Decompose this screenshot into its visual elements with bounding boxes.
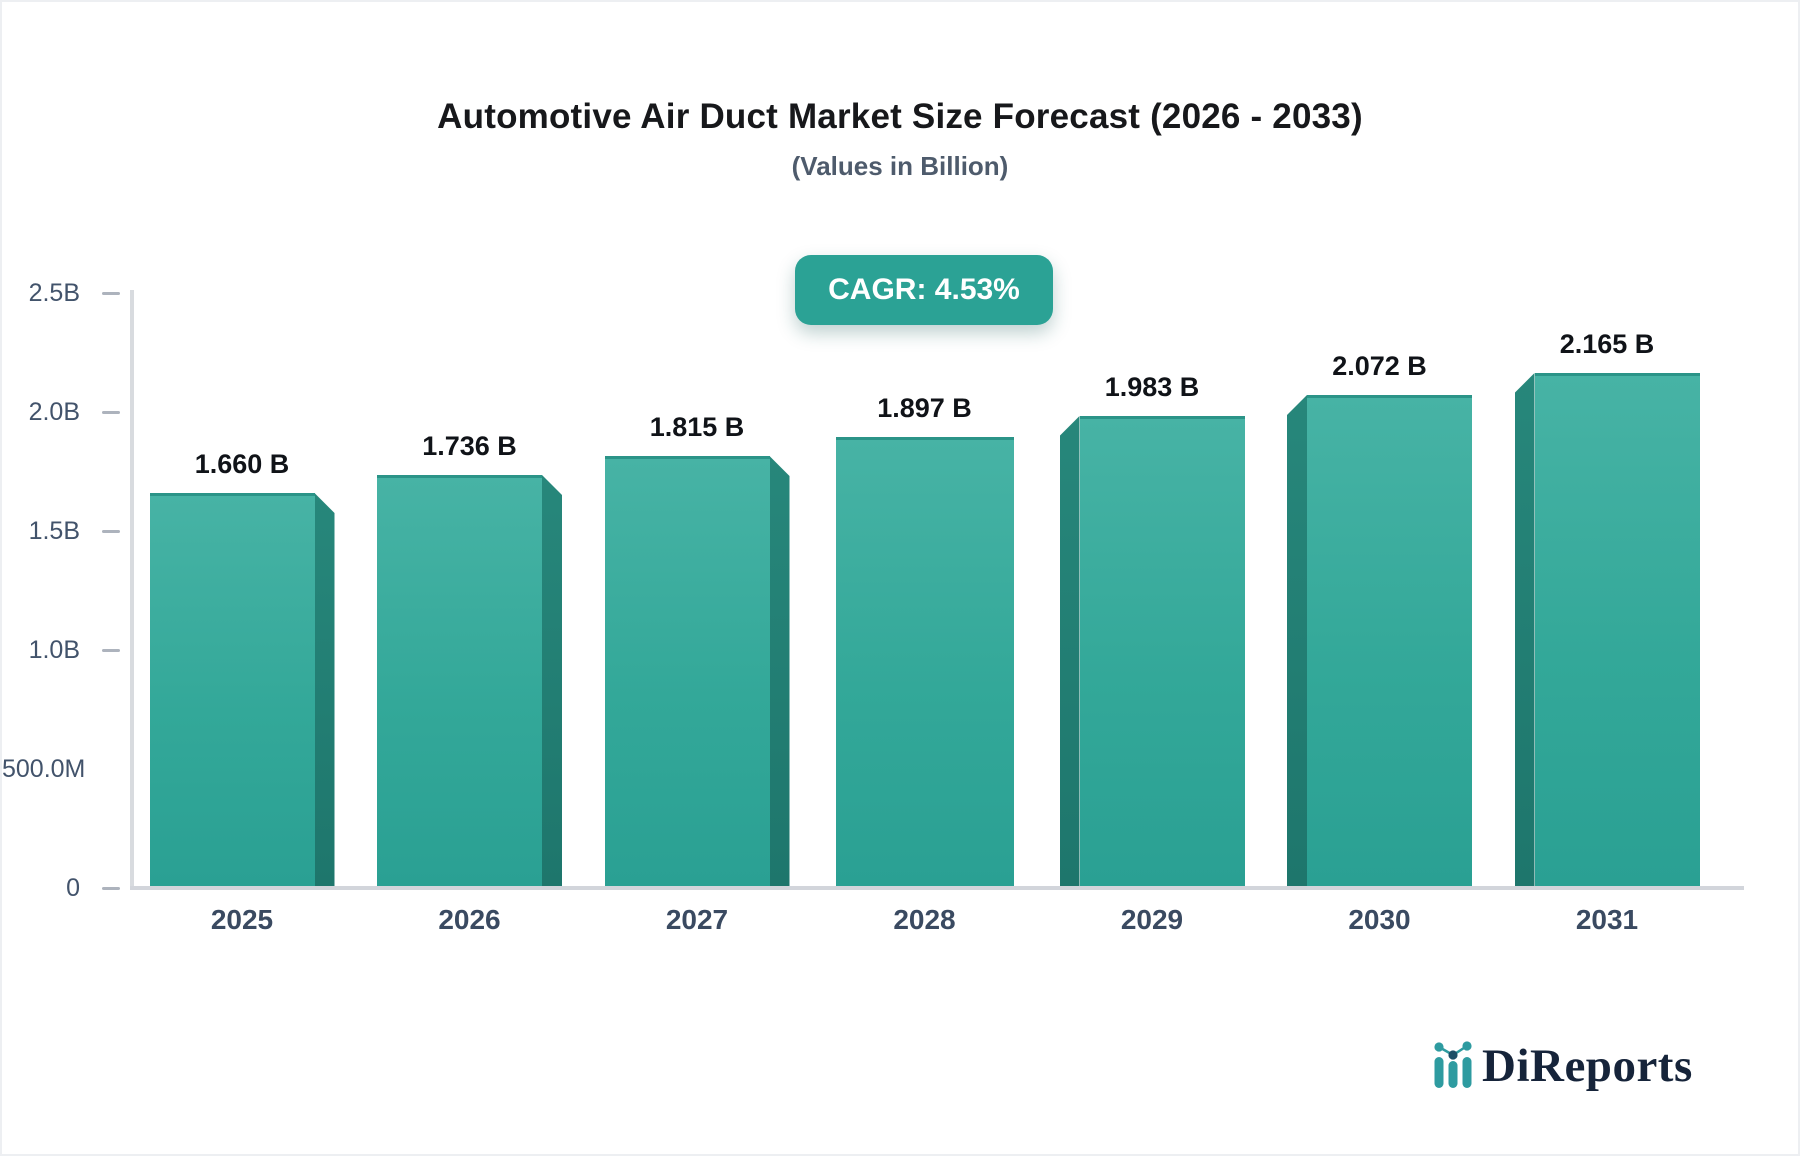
bar-value-label: 2.165 B: [1559, 329, 1655, 359]
chart-subtitle: (Values in Billion): [791, 151, 1009, 181]
y-tick-label: 500.0M: [2, 755, 86, 783]
x-axis-label-2029: 2029: [1120, 904, 1184, 935]
y-tick-mark: [102, 291, 120, 295]
x-axis-line: [130, 886, 1744, 890]
x-axis-label-2031: 2031: [1575, 904, 1639, 935]
bar-2025: [149, 493, 315, 888]
bar-2026: [377, 475, 542, 888]
bar-side-face: [1059, 416, 1080, 888]
bar-value-label: 1.660 B: [194, 449, 290, 479]
bar-side-face: [769, 456, 790, 888]
y-tick-mark: [102, 648, 120, 652]
y-tick-label: 2.0B: [28, 398, 80, 426]
bar-2031: [1534, 373, 1700, 888]
x-axis-label-2025: 2025: [210, 904, 274, 935]
bar-side-face: [314, 493, 335, 888]
bar-side-face: [542, 475, 562, 888]
y-tick-label: 0: [66, 874, 80, 902]
bar-value-label: 1.815 B: [649, 412, 745, 442]
brand-logo-text: DiReports: [1482, 1040, 1693, 1092]
bar-2028: [835, 437, 1014, 888]
bar-value-label: 1.897 B: [877, 393, 972, 423]
x-axis-label-2026: 2026: [438, 904, 501, 935]
x-axis-label-2027: 2027: [665, 904, 729, 935]
bar-side-face: [1287, 395, 1307, 888]
bar-value-label: 2.072 B: [1332, 351, 1427, 381]
y-tick-label: 2.5B: [28, 279, 80, 307]
bar-side-face: [1514, 373, 1535, 888]
y-tick-label: 1.5B: [28, 517, 80, 545]
bar-value-label: 1.983 B: [1104, 372, 1200, 402]
x-axis-label-2028: 2028: [893, 904, 956, 935]
bar-value-label: 1.736 B: [422, 431, 517, 461]
y-tick-mark: [102, 886, 120, 890]
bar-2027: [604, 456, 770, 888]
bar-2029: [1079, 416, 1245, 888]
x-axis-label-2030: 2030: [1348, 904, 1411, 935]
mini-bar-chart-icon: [1434, 1041, 1472, 1088]
brand-logo: DiReports: [1432, 1038, 1693, 1090]
bar-2030: [1307, 395, 1472, 888]
y-tick-mark: [102, 529, 120, 533]
y-axis-line: [130, 290, 134, 890]
y-tick-label: 1.0B: [28, 636, 80, 664]
y-tick-mark: [102, 410, 120, 414]
cagr-badge: CAGR: 4.53%: [795, 255, 1053, 325]
chart-title: Automotive Air Duct Market Size Forecast…: [437, 97, 1363, 136]
